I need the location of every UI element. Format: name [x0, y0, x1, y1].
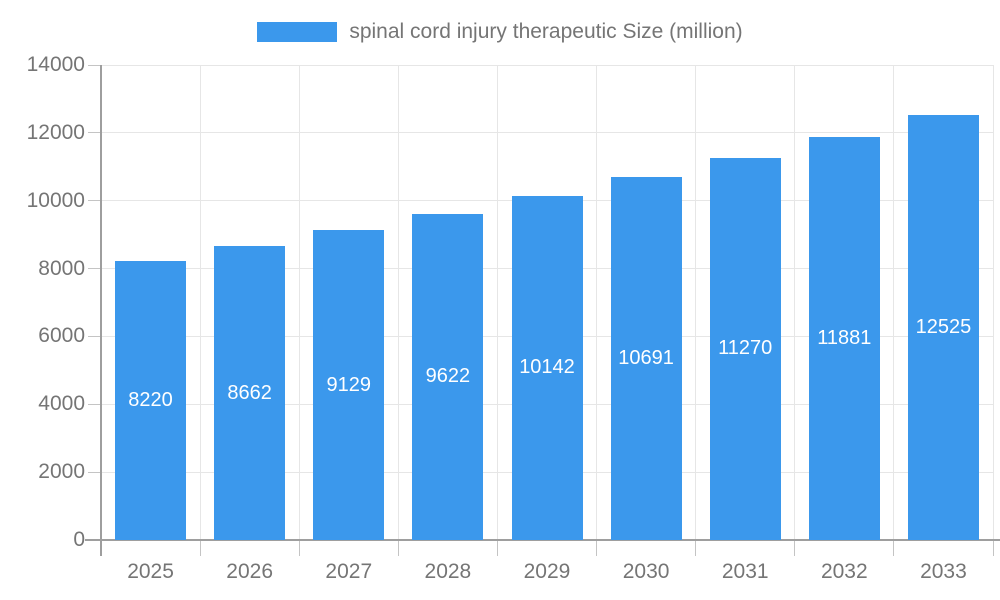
x-axis-tick-label: 2032	[820, 560, 868, 583]
y-axis-tick-label: 0	[73, 528, 85, 551]
bar-value-label: 8662	[227, 381, 272, 404]
x-axis-tick-label: 2033	[920, 560, 967, 583]
y-axis-tick	[88, 403, 101, 405]
x-axis-tick-label: 2029	[523, 560, 571, 583]
x-axis-tick	[397, 540, 399, 556]
x-gridline	[496, 65, 498, 540]
bar-value-label: 12525	[915, 316, 972, 338]
x-axis-tick	[496, 540, 498, 556]
y-axis-tick-label: 2000	[38, 460, 85, 484]
x-gridline	[992, 65, 994, 540]
bar-value-label: 9129	[326, 373, 372, 396]
y-axis-tick-label: 8000	[38, 256, 85, 280]
y-axis-tick	[88, 200, 101, 202]
bar[interactable]	[214, 246, 286, 540]
chart-legend[interactable]: spinal cord injury therapeutic Size (mil…	[0, 16, 1000, 48]
y-axis-tick-label: 6000	[38, 324, 85, 348]
x-axis-tick-label: 2031	[721, 560, 769, 583]
bar[interactable]	[511, 195, 583, 540]
x-axis-tick	[199, 540, 201, 556]
x-axis-tick	[893, 540, 895, 556]
y-axis-tick	[88, 268, 101, 270]
legend-swatch	[257, 22, 338, 42]
x-axis-tick-label: 2027	[325, 560, 373, 583]
bar-value-label: 11881	[817, 326, 872, 349]
y-axis-tick	[88, 471, 101, 473]
y-axis-tick-label: 14000	[26, 53, 85, 76]
y-axis-tick	[88, 64, 101, 66]
x-axis-tick-label: 2030	[622, 560, 670, 583]
x-gridline	[794, 65, 796, 540]
y-axis-line	[100, 65, 102, 556]
bar-value-label: 10142	[519, 356, 575, 379]
legend-label: spinal cord injury therapeutic Size (mil…	[349, 20, 743, 43]
x-axis-line	[85, 539, 1000, 541]
x-axis-tick-label: 2028	[424, 560, 472, 583]
x-gridline	[695, 65, 697, 540]
bar-value-label: 9622	[425, 365, 471, 388]
y-axis-tick	[88, 335, 101, 337]
bar[interactable]	[709, 157, 781, 540]
y-gridline	[101, 64, 993, 66]
x-gridline	[893, 65, 895, 540]
bar[interactable]	[115, 261, 187, 540]
x-axis-tick-label: 2025	[127, 560, 174, 583]
x-axis-tick	[298, 540, 300, 556]
x-gridline	[298, 65, 300, 540]
y-axis-tick-label: 12000	[26, 120, 85, 144]
bar[interactable]	[610, 177, 682, 540]
y-axis-tick	[88, 132, 101, 134]
x-gridline	[397, 65, 399, 540]
bar[interactable]	[907, 115, 979, 540]
bar[interactable]	[412, 213, 484, 540]
y-axis-tick-label: 4000	[38, 392, 85, 416]
bar[interactable]	[808, 136, 880, 540]
bar-value-label: 8220	[128, 389, 173, 412]
x-axis-tick	[596, 540, 598, 556]
x-axis-tick	[695, 540, 697, 556]
bar-value-label: 11270	[718, 337, 773, 360]
x-gridline	[596, 65, 598, 540]
y-axis-tick-label: 10000	[26, 188, 85, 212]
x-gridline	[199, 65, 201, 540]
x-axis-tick-label: 2026	[226, 560, 274, 583]
bar[interactable]	[313, 230, 385, 540]
bar-value-label: 10691	[618, 347, 674, 370]
x-axis-tick	[992, 540, 994, 556]
y-gridline	[101, 132, 993, 134]
x-axis-tick	[794, 540, 796, 556]
